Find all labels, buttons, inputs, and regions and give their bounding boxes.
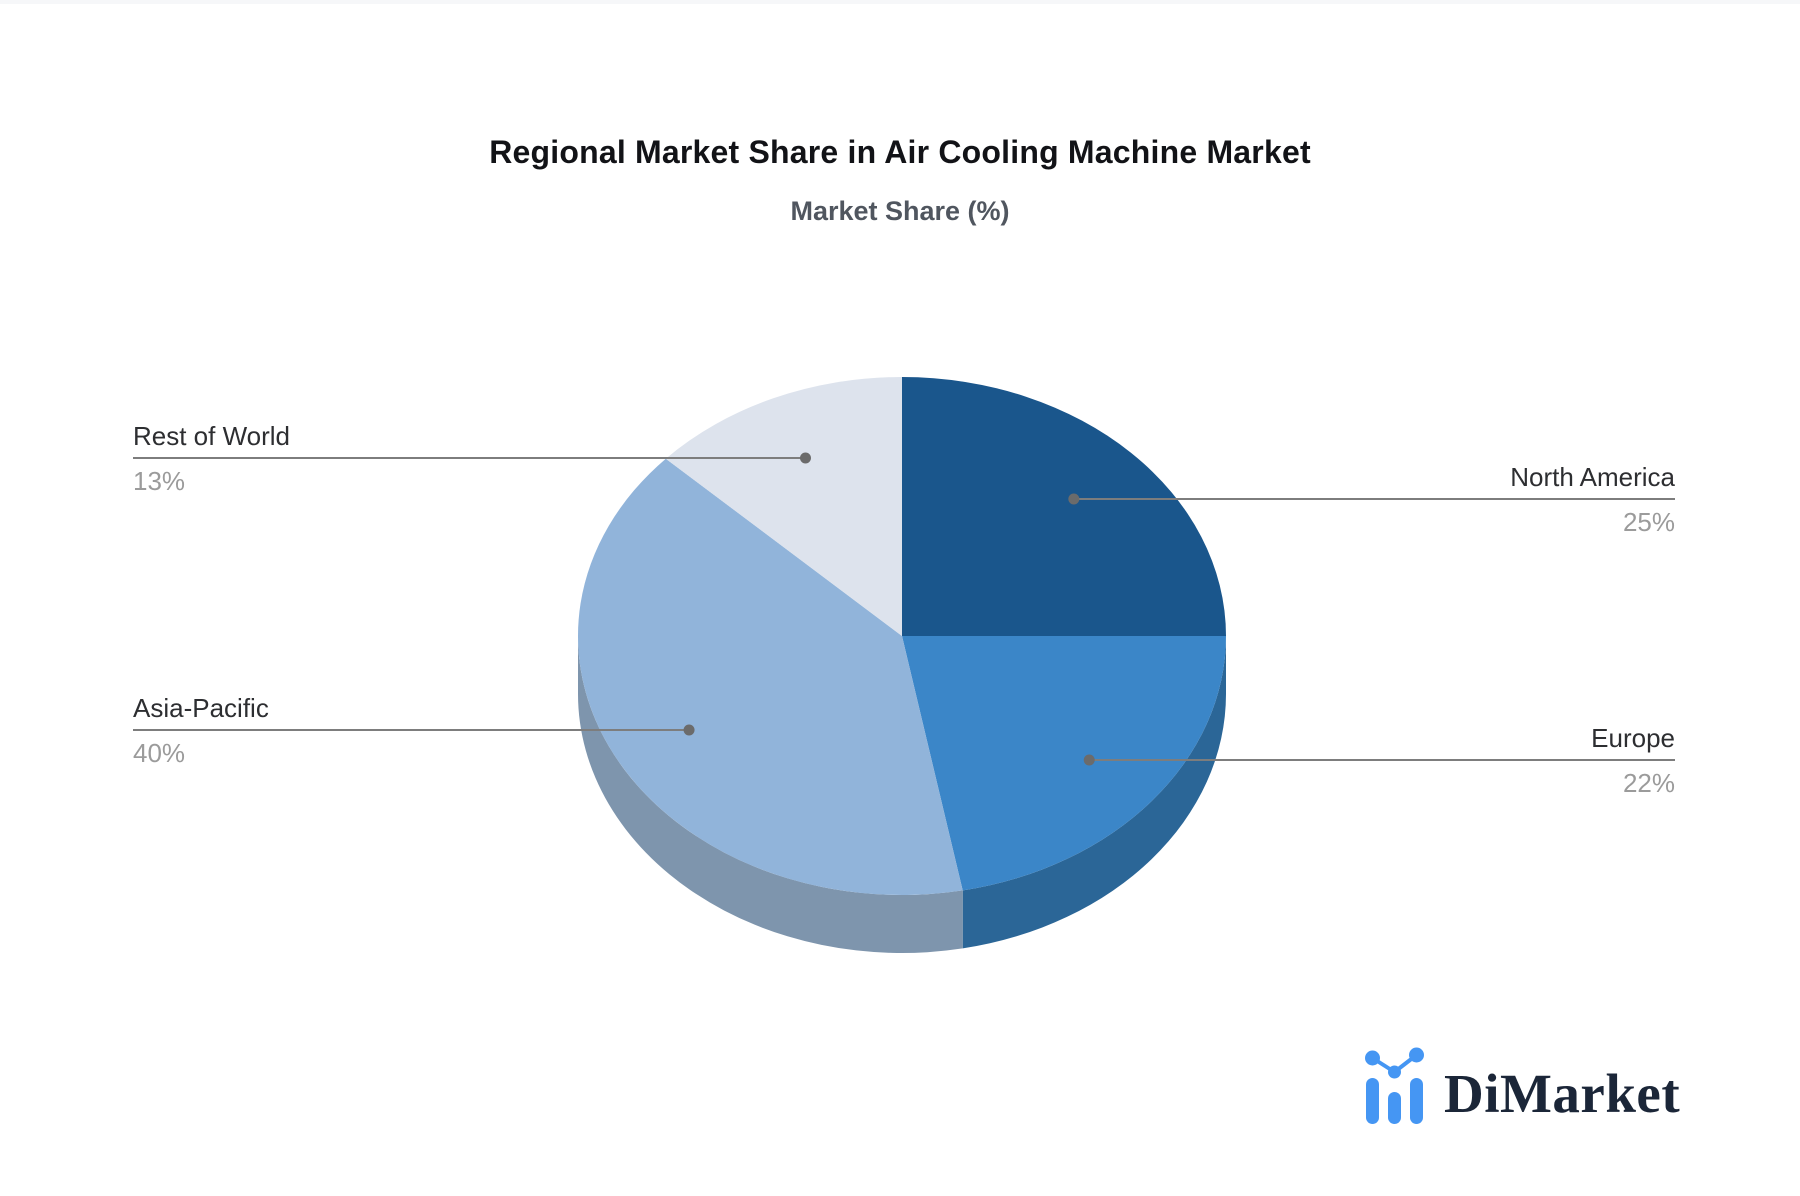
- slice-label-north-america: North America: [1510, 462, 1675, 492]
- dimarket-logo-text: DiMarket: [1444, 1063, 1681, 1124]
- leader-dot-asia-pacific: [683, 724, 695, 736]
- pie-slice-side-asia-pacific: [578, 636, 963, 953]
- leader-dot-north-america: [1068, 493, 1080, 505]
- slice-label-rest-of-world: Rest of World: [133, 421, 291, 451]
- page-title: Regional Market Share in Air Cooling Mac…: [489, 134, 1311, 170]
- slice-value-north-america: 25%: [1622, 507, 1675, 537]
- pie-slice-europe[interactable]: [902, 636, 1226, 891]
- slice-value-europe: 22%: [1622, 768, 1675, 798]
- leader-dot-europe: [1083, 754, 1095, 766]
- slice-label-asia-pacific: Asia-Pacific: [133, 693, 269, 723]
- pie-slice-asia-pacific[interactable]: [577, 458, 963, 895]
- pie-slice-side-europe: [962, 636, 1226, 949]
- slice-value-asia-pacific: 40%: [133, 738, 186, 768]
- dimarket-logo-icon: [1365, 1047, 1424, 1124]
- top-strip: [0, 0, 1800, 4]
- pie-slice-north-america[interactable]: [902, 377, 1226, 636]
- slice-label-europe: Europe: [1591, 723, 1675, 753]
- leader-dot-rest-of-world: [799, 452, 811, 464]
- page-subtitle: Market Share (%): [790, 196, 1010, 226]
- slice-value-rest-of-world: 13%: [133, 466, 186, 496]
- pie-slice-rest-of-world[interactable]: [665, 377, 902, 636]
